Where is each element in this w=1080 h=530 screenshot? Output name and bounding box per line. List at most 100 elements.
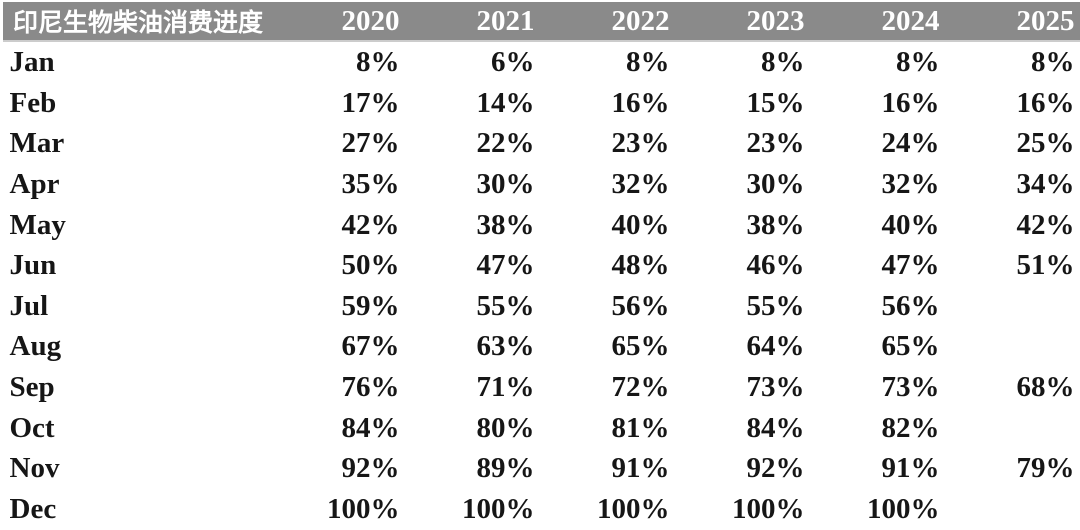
value-cell: 30% <box>476 167 535 200</box>
table-row: Aug 67% 63% 65% 64% 65% <box>2 327 1080 368</box>
value-cell: 64% <box>746 330 805 363</box>
value-cell <box>947 489 1080 530</box>
value-cell: 23% <box>746 127 805 160</box>
value-cell: 91% <box>881 452 940 485</box>
value-cell: 38% <box>746 208 805 241</box>
value-cell: 16% <box>881 86 940 119</box>
value-cell: 34% <box>1016 167 1075 200</box>
value-cell: 55% <box>746 289 805 322</box>
value-cell: 32% <box>611 167 670 200</box>
month-label: Apr <box>9 167 60 200</box>
value-cell: 15% <box>746 86 805 119</box>
value-cell: 68% <box>1016 371 1075 404</box>
value-cell: 82% <box>881 411 940 444</box>
value-cell: 100% <box>867 493 940 526</box>
table-row: Apr 35% 30% 32% 30% 32% 34% <box>2 164 1080 205</box>
value-cell: 63% <box>476 330 535 363</box>
month-label: Mar <box>9 127 65 160</box>
month-label: Aug <box>9 330 62 363</box>
month-label: Oct <box>9 411 55 444</box>
value-cell: 17% <box>341 86 400 119</box>
value-cell: 16% <box>611 86 670 119</box>
value-cell: 47% <box>476 249 535 282</box>
value-cell <box>947 286 1080 327</box>
value-cell: 24% <box>881 127 940 160</box>
value-cell: 42% <box>341 208 400 241</box>
month-label: Nov <box>9 452 60 485</box>
month-label: May <box>9 208 66 241</box>
value-cell: 27% <box>341 127 400 160</box>
table-row: Jun 50% 47% 48% 46% 47% 51% <box>2 245 1080 286</box>
table-row: Jul 59% 55% 56% 55% 56% <box>2 286 1080 327</box>
table-title: 印尼生物柴油消费进度 <box>0 0 272 42</box>
value-cell: 51% <box>1016 249 1075 282</box>
month-label: Sep <box>9 371 55 404</box>
value-cell: 79% <box>1016 452 1075 485</box>
table-row: Oct 84% 80% 81% 84% 82% <box>2 408 1080 449</box>
value-cell: 40% <box>881 208 940 241</box>
value-cell: 72% <box>611 371 670 404</box>
value-cell: 100% <box>732 493 805 526</box>
value-cell: 25% <box>1016 127 1075 160</box>
year-column-header: 2023 <box>676 0 812 42</box>
value-cell: 55% <box>476 289 535 322</box>
value-cell: 65% <box>881 330 940 363</box>
value-cell: 92% <box>341 452 400 485</box>
value-cell <box>947 408 1080 449</box>
value-cell: 48% <box>611 249 670 282</box>
value-cell: 73% <box>746 371 805 404</box>
value-cell: 47% <box>881 249 940 282</box>
value-cell: 56% <box>611 289 670 322</box>
table-row: Sep 76% 71% 72% 73% 73% 68% <box>2 367 1080 408</box>
value-cell: 30% <box>746 167 805 200</box>
value-cell: 40% <box>611 208 670 241</box>
month-label: Jun <box>9 249 57 282</box>
month-label: Feb <box>9 86 57 119</box>
value-cell: 32% <box>881 167 940 200</box>
year-column-header: 2025 <box>946 0 1080 42</box>
header-row: 印尼生物柴油消费进度 2020 2021 2022 2023 2024 2025 <box>0 0 1080 42</box>
value-cell: 23% <box>611 127 670 160</box>
value-cell: 89% <box>476 452 535 485</box>
value-cell: 73% <box>881 371 940 404</box>
value-cell: 71% <box>476 371 535 404</box>
table-row: Nov 92% 89% 91% 92% 91% 79% <box>2 449 1080 490</box>
year-column-header: 2022 <box>541 0 677 42</box>
value-cell: 100% <box>462 493 535 526</box>
table-row: Jan 8% 6% 8% 8% 8% 8% <box>2 41 1080 83</box>
value-cell: 8% <box>626 45 670 78</box>
value-cell: 35% <box>341 167 400 200</box>
table-row: Mar 27% 22% 23% 23% 24% 25% <box>2 123 1080 164</box>
value-cell: 91% <box>611 452 670 485</box>
value-cell: 76% <box>341 371 400 404</box>
value-cell: 80% <box>476 411 535 444</box>
table-row: Feb 17% 14% 16% 15% 16% 16% <box>2 83 1080 124</box>
year-column-header: 2021 <box>406 0 542 42</box>
value-cell: 84% <box>746 411 805 444</box>
value-cell: 46% <box>746 249 805 282</box>
table-body: Jan 8% 6% 8% 8% 8% 8% Feb 17% 14% 16% 15% 16% 16% Mar 2… <box>2 41 1080 530</box>
month-label: Jan <box>9 45 55 78</box>
value-cell: 8% <box>356 45 400 78</box>
year-column-header: 2024 <box>811 0 947 42</box>
month-label: Jul <box>9 289 49 322</box>
value-cell: 22% <box>476 127 535 160</box>
value-cell: 65% <box>611 330 670 363</box>
value-cell: 92% <box>746 452 805 485</box>
value-cell: 14% <box>476 86 535 119</box>
value-cell: 8% <box>761 45 805 78</box>
table-row: Dec 100% 100% 100% 100% 100% <box>2 489 1080 530</box>
value-cell: 8% <box>1031 45 1075 78</box>
value-cell: 16% <box>1016 86 1075 119</box>
value-cell: 100% <box>597 493 670 526</box>
table-row: May 42% 38% 40% 38% 40% 42% <box>2 205 1080 246</box>
value-cell: 81% <box>611 411 670 444</box>
value-cell: 42% <box>1016 208 1075 241</box>
value-cell: 6% <box>491 45 535 78</box>
value-cell: 56% <box>881 289 940 322</box>
value-cell: 100% <box>327 493 400 526</box>
value-cell <box>947 327 1080 368</box>
value-cell: 38% <box>476 208 535 241</box>
